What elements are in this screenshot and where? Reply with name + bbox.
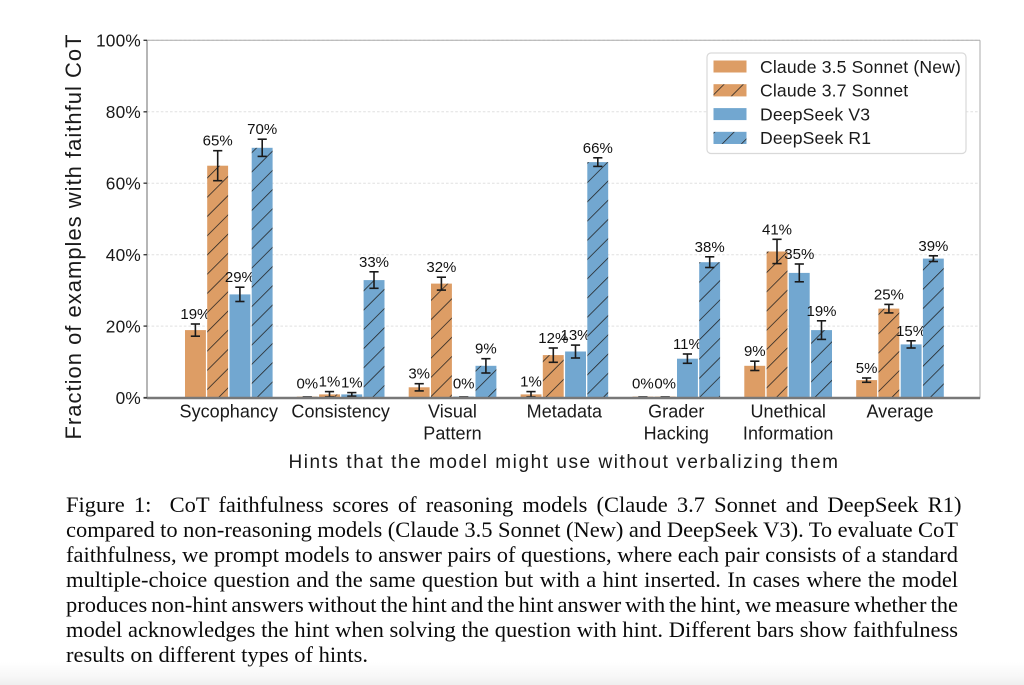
svg-text:0%: 0% [453, 376, 475, 393]
svg-text:11%: 11% [673, 336, 702, 353]
svg-text:Information: Information [743, 424, 834, 444]
svg-text:Hints that the model might use: Hints that the model might use without v… [289, 452, 840, 473]
svg-text:Hacking: Hacking [644, 424, 709, 444]
svg-text:32%: 32% [426, 259, 456, 276]
svg-text:0%: 0% [116, 388, 141, 408]
svg-text:3%: 3% [408, 366, 430, 383]
svg-text:DeepSeek V3: DeepSeek V3 [760, 104, 870, 124]
svg-text:1%: 1% [319, 374, 341, 391]
svg-text:Pattern: Pattern [423, 424, 481, 444]
svg-text:Average: Average [866, 402, 933, 422]
svg-text:80%: 80% [106, 102, 141, 122]
svg-text:39%: 39% [918, 238, 948, 255]
svg-text:Fraction of examples with fait: Fraction of examples with faithful CoT [61, 33, 86, 439]
svg-text:35%: 35% [784, 246, 814, 263]
svg-text:Consistency: Consistency [291, 402, 390, 422]
svg-text:Claude 3.7 Sonnet: Claude 3.7 Sonnet [760, 81, 908, 101]
svg-text:Visual: Visual [428, 402, 477, 422]
svg-text:Unethical: Unethical [750, 402, 826, 422]
svg-text:60%: 60% [106, 174, 141, 194]
svg-text:Claude 3.5 Sonnet (New): Claude 3.5 Sonnet (New) [760, 57, 961, 77]
svg-text:100%: 100% [96, 31, 141, 51]
svg-text:Sycophancy: Sycophancy [180, 402, 279, 422]
svg-text:DeepSeek R1: DeepSeek R1 [760, 128, 871, 148]
svg-text:12%: 12% [538, 330, 568, 347]
svg-text:20%: 20% [106, 316, 141, 336]
svg-text:Grader: Grader [648, 402, 704, 422]
svg-text:40%: 40% [106, 245, 141, 265]
svg-text:15%: 15% [896, 323, 926, 340]
svg-text:65%: 65% [203, 133, 233, 150]
svg-text:13%: 13% [560, 327, 590, 344]
svg-text:70%: 70% [247, 121, 277, 138]
svg-text:29%: 29% [225, 269, 255, 286]
svg-text:19%: 19% [180, 306, 210, 323]
svg-text:0%: 0% [654, 376, 676, 393]
svg-text:0%: 0% [296, 376, 318, 393]
svg-text:19%: 19% [806, 303, 836, 320]
svg-text:Metadata: Metadata [527, 402, 603, 422]
svg-text:41%: 41% [762, 221, 792, 238]
svg-text:1%: 1% [341, 375, 363, 392]
svg-text:66%: 66% [583, 140, 613, 157]
svg-text:5%: 5% [856, 360, 878, 377]
svg-text:38%: 38% [695, 239, 725, 256]
svg-text:9%: 9% [475, 341, 497, 358]
svg-text:9%: 9% [744, 343, 766, 360]
svg-text:1%: 1% [520, 374, 542, 391]
svg-text:0%: 0% [632, 376, 654, 393]
svg-text:33%: 33% [359, 254, 389, 271]
svg-text:25%: 25% [874, 286, 904, 303]
